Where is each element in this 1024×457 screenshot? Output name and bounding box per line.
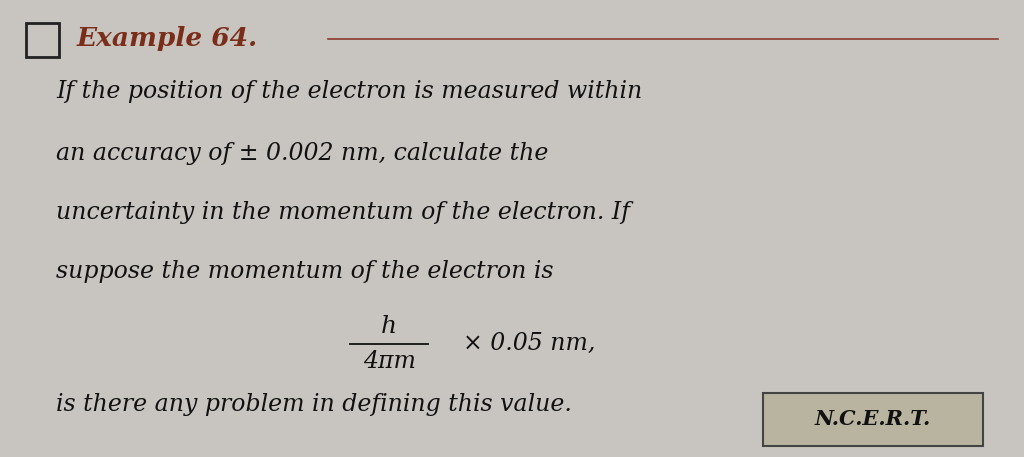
Text: N.C.E.R.T.: N.C.E.R.T. — [815, 409, 931, 429]
Text: × 0.05 nm,: × 0.05 nm, — [463, 332, 595, 355]
Text: suppose the momentum of the electron is: suppose the momentum of the electron is — [56, 260, 554, 283]
Text: 4πm: 4πm — [362, 351, 416, 373]
Text: an accuracy of ± 0.002 nm, calculate the: an accuracy of ± 0.002 nm, calculate the — [56, 142, 549, 165]
Text: Example 64.: Example 64. — [77, 27, 258, 51]
Bar — [26, 23, 59, 57]
Text: If the position of the electron is measured within: If the position of the electron is measu… — [56, 80, 643, 103]
Text: is there any problem in defining this value.: is there any problem in defining this va… — [56, 393, 572, 416]
FancyBboxPatch shape — [763, 393, 983, 446]
Text: uncertainty in the momentum of the electron. If: uncertainty in the momentum of the elect… — [56, 201, 631, 224]
Text: h: h — [381, 315, 397, 338]
